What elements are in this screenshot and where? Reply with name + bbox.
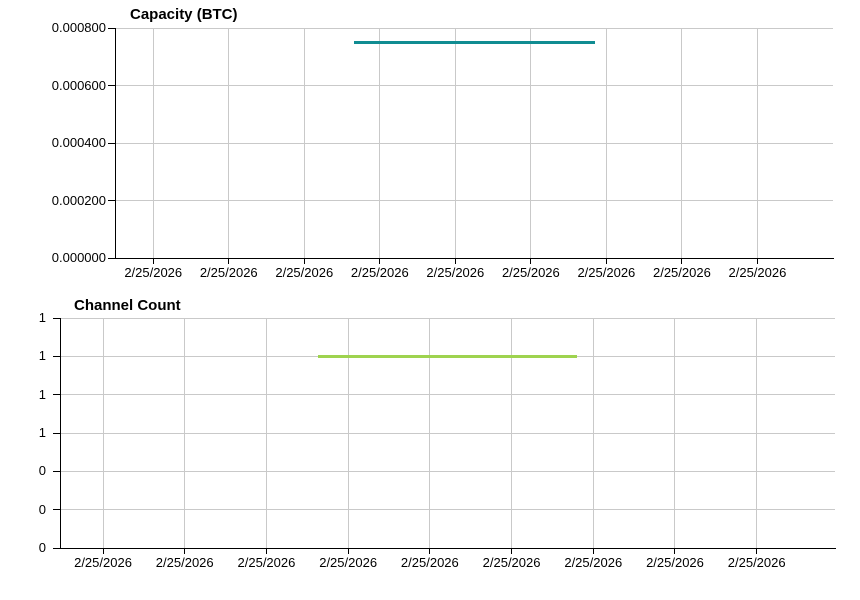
y-gridline <box>60 432 835 434</box>
x-tick-label: 2/25/2026 <box>319 555 378 570</box>
x-tick-label: 2/25/2026 <box>124 265 183 280</box>
channel-count-chart-title: Channel Count <box>74 297 181 314</box>
x-tick-label: 2/25/2026 <box>652 265 711 280</box>
y-tick-label: 0 <box>38 540 46 555</box>
y-tick-mark <box>53 394 60 396</box>
y-gridline <box>115 142 833 144</box>
y-tick-mark <box>53 547 60 549</box>
x-tick-mark <box>605 258 607 264</box>
capacity-btc-series-line <box>354 40 595 44</box>
y-tick-label: 0.000800 <box>51 20 106 35</box>
y-tick-label: 0 <box>38 463 46 479</box>
x-tick-label: 2/25/2026 <box>199 265 258 280</box>
x-tick-label: 2/25/2026 <box>728 265 787 280</box>
x-tick-mark <box>454 258 456 264</box>
y-tick-label: 1 <box>38 348 46 364</box>
capacity-chart-title: Capacity (BTC) <box>130 6 238 23</box>
x-tick-mark <box>429 548 431 554</box>
x-tick-mark <box>756 258 758 264</box>
y-axis-line <box>60 318 61 549</box>
y-tick-mark <box>53 317 60 319</box>
x-tick-mark <box>756 548 758 554</box>
y-tick-mark <box>53 432 60 434</box>
x-axis-line <box>115 258 834 259</box>
y-tick-label: 0.000400 <box>51 135 106 150</box>
channel-count-series-line <box>318 354 578 358</box>
x-tick-label: 2/25/2026 <box>727 555 786 570</box>
y-tick-label: 0.000200 <box>51 192 106 208</box>
y-gridline <box>60 509 835 511</box>
y-tick-label: 0.000000 <box>51 250 106 265</box>
x-tick-mark <box>228 258 230 264</box>
y-gridline <box>60 470 835 472</box>
x-tick-mark <box>152 258 154 264</box>
y-tick-label: 0 <box>38 501 46 517</box>
x-tick-mark <box>303 258 305 264</box>
y-tick-mark <box>53 509 60 511</box>
y-tick-mark <box>53 355 60 357</box>
y-tick-mark <box>108 27 115 29</box>
x-tick-mark <box>674 548 676 554</box>
y-tick-label: 1 <box>38 386 46 402</box>
x-tick-label: 2/25/2026 <box>400 555 459 570</box>
x-tick-label: 2/25/2026 <box>275 265 334 280</box>
y-tick-mark <box>108 257 115 259</box>
y-tick-mark <box>108 142 115 144</box>
x-axis-line <box>60 548 836 549</box>
x-tick-label: 2/25/2026 <box>74 555 132 570</box>
x-tick-mark <box>265 548 267 554</box>
x-tick-label: 2/25/2026 <box>350 265 409 280</box>
x-tick-mark <box>511 548 513 554</box>
y-tick-mark <box>108 85 115 86</box>
y-tick-mark <box>108 200 115 201</box>
x-tick-label: 2/25/2026 <box>237 555 296 570</box>
y-gridline <box>60 394 835 396</box>
y-axis-line <box>115 28 116 259</box>
y-tick-mark <box>53 470 60 472</box>
x-tick-label: 2/25/2026 <box>501 265 560 280</box>
x-tick-mark <box>681 258 683 264</box>
x-tick-mark <box>347 548 349 554</box>
y-gridline <box>115 85 833 86</box>
y-gridline <box>115 27 833 29</box>
y-tick-label: 1 <box>38 425 46 440</box>
x-tick-mark <box>530 258 532 264</box>
x-tick-label: 2/25/2026 <box>577 265 636 280</box>
x-tick-label: 2/25/2026 <box>155 555 214 570</box>
x-tick-mark <box>102 548 104 554</box>
x-tick-label: 2/25/2026 <box>646 555 704 570</box>
y-tick-label: 0.000600 <box>51 77 106 93</box>
y-gridline <box>115 200 833 201</box>
x-tick-label: 2/25/2026 <box>564 555 623 570</box>
x-tick-label: 2/25/2026 <box>482 555 541 570</box>
x-tick-label: 2/25/2026 <box>426 265 485 280</box>
x-tick-mark <box>379 258 381 264</box>
x-tick-mark <box>592 548 594 554</box>
y-gridline <box>60 317 835 319</box>
x-tick-mark <box>184 548 186 554</box>
y-tick-label: 1 <box>38 310 46 325</box>
